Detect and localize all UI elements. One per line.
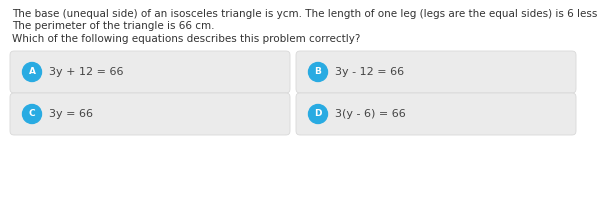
FancyBboxPatch shape [296, 93, 576, 135]
Text: B: B [314, 68, 322, 76]
Text: 3y + 12 = 66: 3y + 12 = 66 [49, 67, 124, 77]
Text: 3y - 12 = 66: 3y - 12 = 66 [335, 67, 404, 77]
Text: C: C [29, 109, 35, 118]
Text: D: D [314, 109, 322, 118]
FancyBboxPatch shape [10, 93, 290, 135]
FancyBboxPatch shape [10, 51, 290, 93]
Circle shape [23, 62, 41, 82]
Circle shape [23, 105, 41, 124]
Text: 3y = 66: 3y = 66 [49, 109, 93, 119]
Text: Which of the following equations describes this problem correctly?: Which of the following equations describ… [12, 34, 361, 44]
FancyBboxPatch shape [296, 51, 576, 93]
Text: The base (unequal side) of an isosceles triangle is ​y​cm. The length of one leg: The base (unequal side) of an isosceles … [12, 9, 600, 19]
Circle shape [308, 62, 328, 82]
Text: A: A [29, 68, 35, 76]
Text: 3(y - 6) = 66: 3(y - 6) = 66 [335, 109, 406, 119]
Text: The perimeter of the triangle is 66 cm.: The perimeter of the triangle is 66 cm. [12, 21, 215, 31]
Circle shape [308, 105, 328, 124]
